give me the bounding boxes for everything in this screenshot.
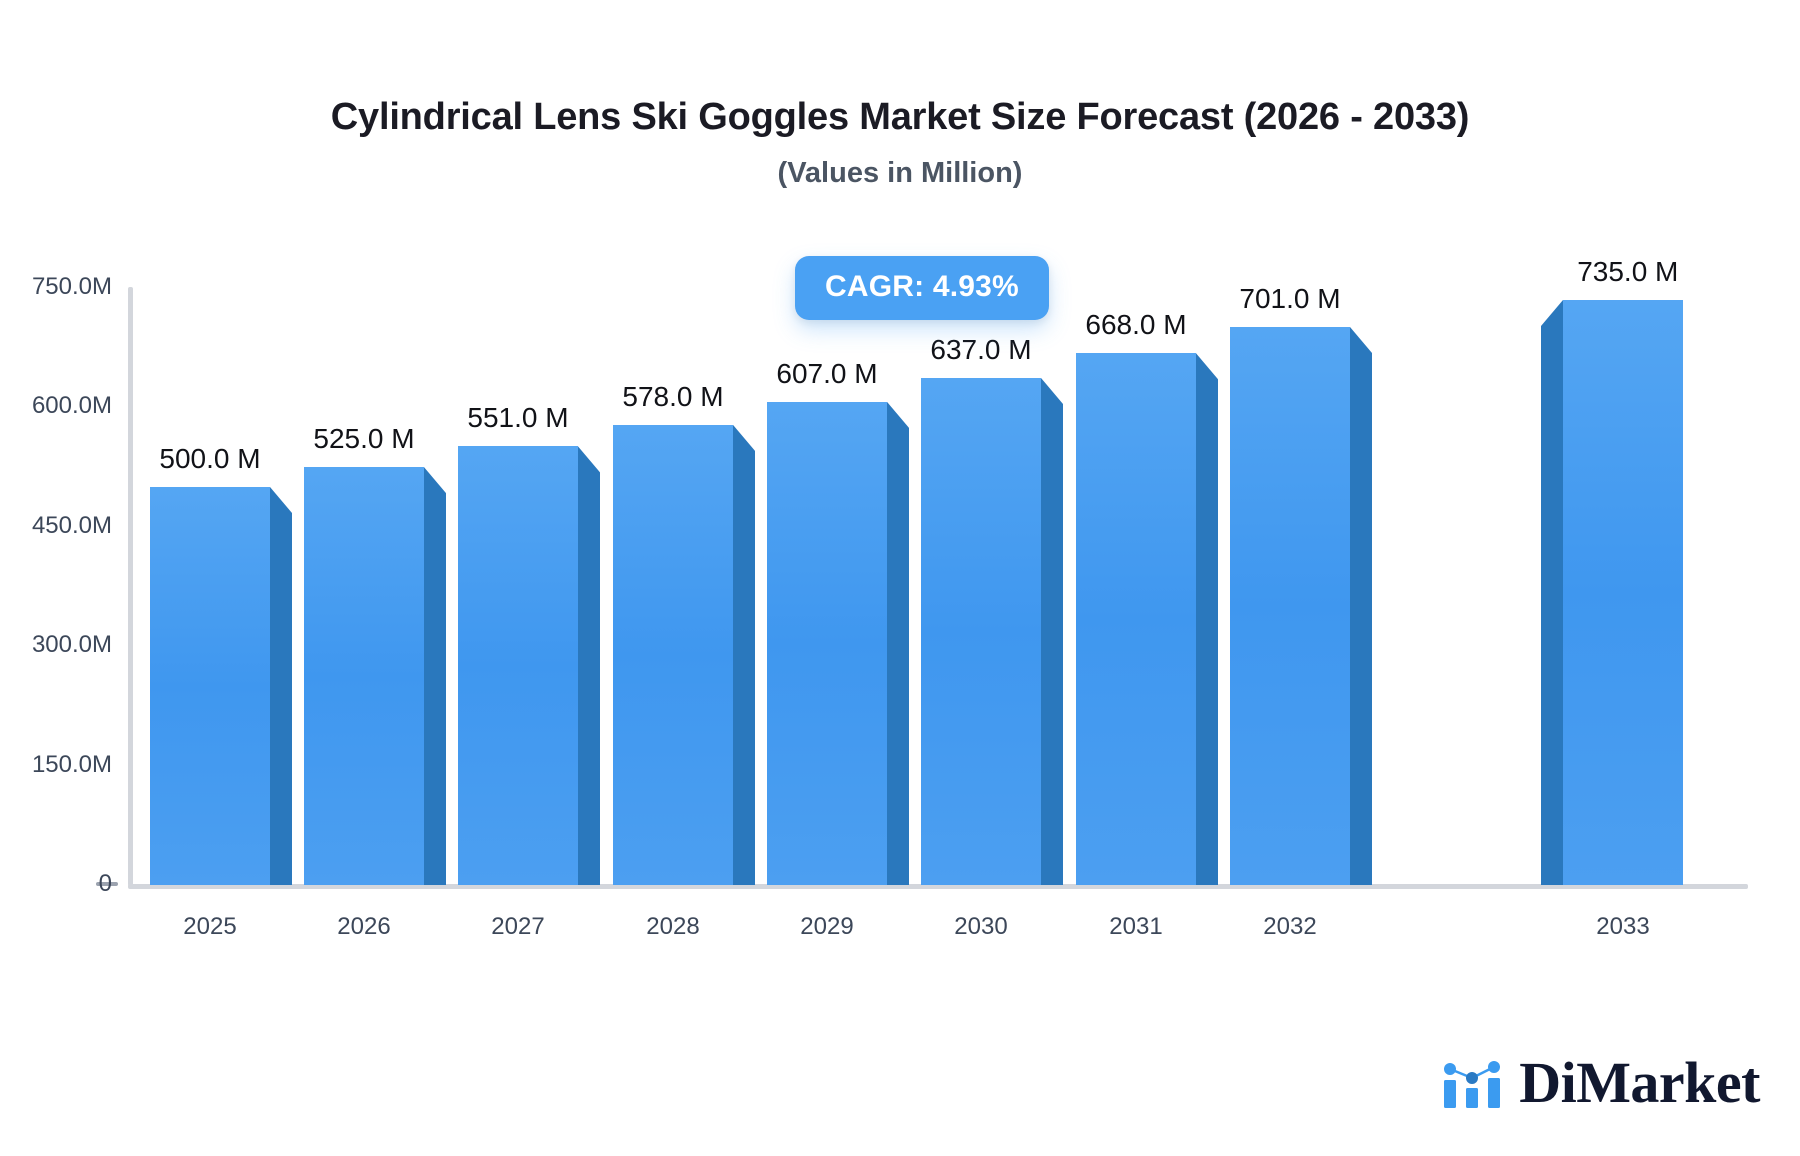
x-axis-line	[128, 884, 1748, 889]
bar-value-label: 551.0 M	[467, 402, 569, 434]
bar-front-face	[1076, 353, 1196, 885]
bar-2027[interactable]: 551.0 M	[458, 402, 600, 885]
bar-chart-logo-icon	[1444, 1061, 1501, 1108]
bar-value-label: 500.0 M	[159, 443, 261, 474]
bar-side-face	[270, 487, 292, 885]
bar-2029[interactable]: 607.0 M	[767, 358, 909, 885]
y-axis-tick-label: 0	[98, 870, 112, 897]
bar-front-face	[1563, 299, 1683, 885]
bar-2032[interactable]: 701.0 M	[1230, 283, 1372, 885]
page-title: Cylindrical Lens Ski Goggles Market Size…	[330, 96, 1470, 138]
page-subtitle: (Values in Million)	[777, 156, 1023, 189]
bar-side-face	[1541, 299, 1563, 885]
bar-front-face	[1230, 327, 1350, 885]
y-axis-tick-label: 150.0M	[31, 750, 112, 778]
bar-value-label: 525.0 M	[313, 423, 415, 455]
x-axis-tick-label: 2029	[800, 913, 854, 940]
bar-front-face	[304, 467, 424, 885]
bar-side-face	[1350, 327, 1372, 885]
title-block: Cylindrical Lens Ski Goggles Market Size…	[0, 96, 1800, 190]
y-axis-tick-label: 600.0M	[31, 392, 112, 420]
bar-side-face	[1041, 377, 1063, 885]
y-axis-tick-label: 450.0M	[31, 511, 112, 539]
bar-side-face	[1196, 353, 1218, 885]
bar-value-label: 607.0 M	[776, 357, 878, 389]
y-axis-line	[128, 287, 133, 886]
bar-side-face	[733, 424, 755, 885]
x-axis-tick-label: 2031	[1109, 913, 1163, 940]
x-axis-tick-label: 2030	[954, 913, 1008, 940]
x-axis-tick-label: 2028	[646, 913, 700, 940]
bar-value-label: 701.0 M	[1239, 283, 1341, 315]
x-axis-tick-label: 2027	[491, 913, 545, 940]
bar-2030[interactable]: 637.0 M	[921, 334, 1063, 885]
bar-value-label: 668.0 M	[1085, 309, 1187, 341]
bar-side-face	[578, 446, 600, 885]
bar-2033[interactable]: 735.0 M	[1541, 256, 1683, 885]
bar-front-face	[613, 424, 733, 885]
bar-2026[interactable]: 525.0 M	[304, 423, 446, 885]
bar-value-label: 637.0 M	[930, 333, 1032, 365]
bar-front-face	[921, 377, 1041, 885]
zero-tick-mark	[96, 882, 118, 886]
bar-side-face	[424, 467, 446, 885]
bar-2025[interactable]: 500.0 M	[150, 443, 292, 885]
bar-side-face	[887, 401, 909, 885]
bar-front-face	[767, 401, 887, 885]
cagr-badge: CAGR: 4.93%	[795, 256, 1049, 320]
brand-name: DiMarket	[1519, 1050, 1760, 1115]
x-axis-tick-label: 2026	[337, 913, 391, 940]
bar-front-face	[458, 446, 578, 885]
bar-value-label: 735.0 M	[1577, 255, 1679, 287]
x-axis-tick-label: 2025	[183, 913, 237, 940]
x-axis-tick-label: 2032	[1263, 913, 1317, 940]
bar-2031[interactable]: 668.0 M	[1076, 309, 1218, 885]
brand-logo: DiMarket	[1441, 1054, 1760, 1112]
x-axis-tick-label: 2033	[1596, 913, 1650, 940]
y-axis-tick-label: 750.0M	[31, 273, 112, 300]
bar-value-label: 578.0 M	[622, 380, 724, 412]
y-axis-tick-label: 300.0M	[31, 631, 112, 659]
bar-front-face	[150, 487, 270, 885]
bar-2028[interactable]: 578.0 M	[613, 381, 755, 885]
